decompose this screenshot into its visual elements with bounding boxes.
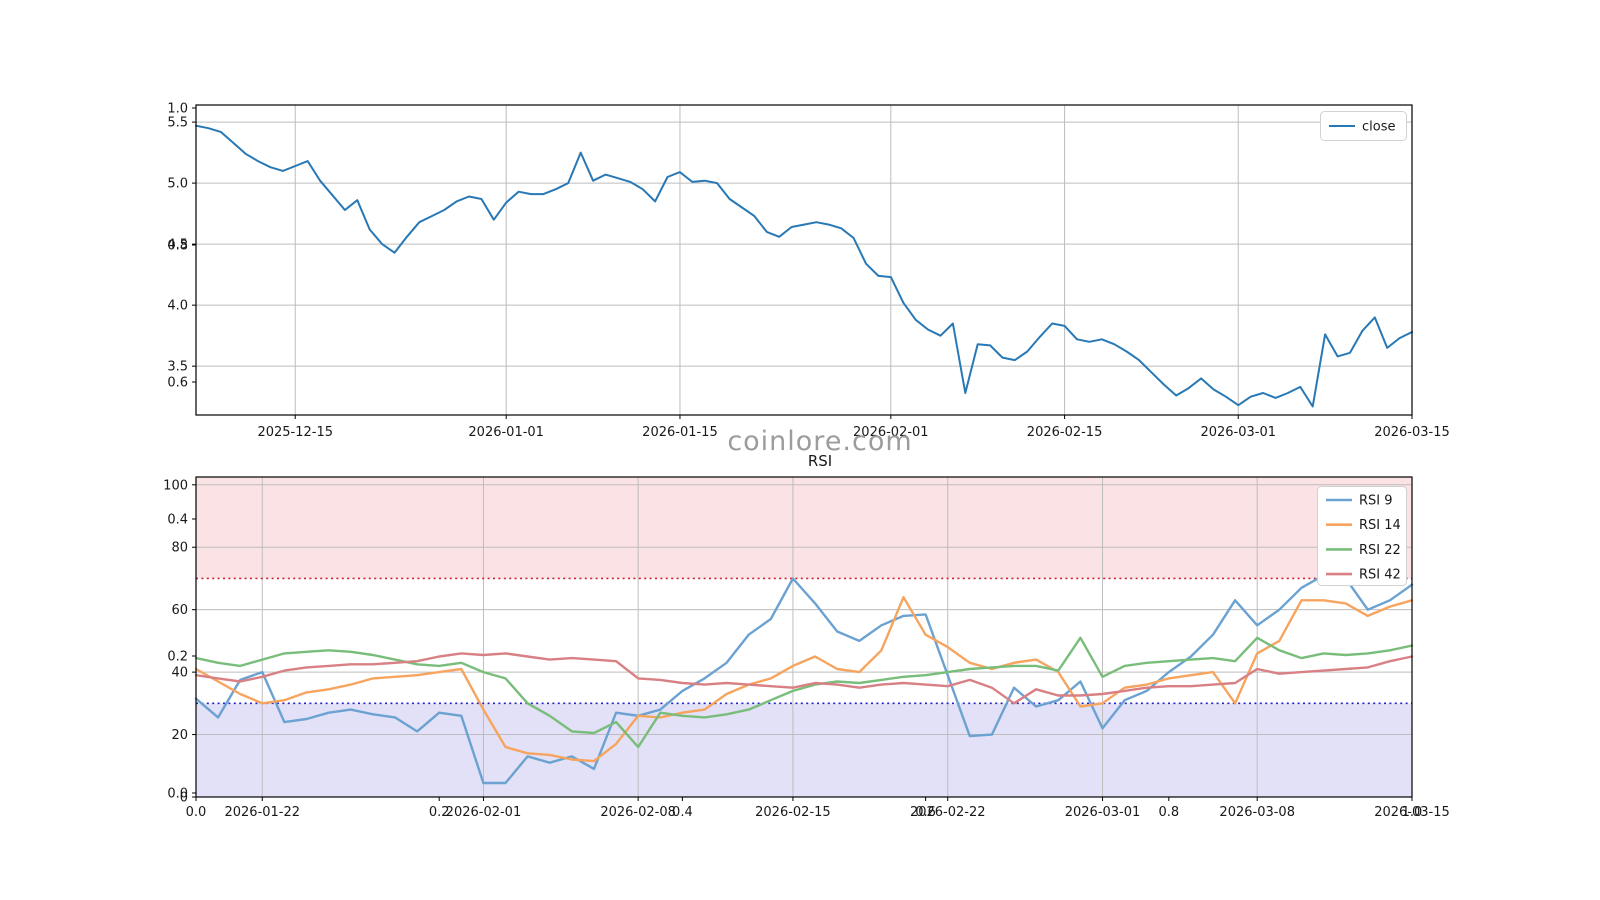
y-tick-label: 5.0 xyxy=(167,177,188,192)
x-tick-label: 2026-02-22 xyxy=(910,805,986,820)
x-tick-label: 2026-02-01 xyxy=(853,425,929,440)
x-tick-label: 2026-03-15 xyxy=(1374,805,1450,820)
series-line-rsi-9 xyxy=(194,574,1414,785)
y-tick-label: 3.5 xyxy=(167,360,188,375)
legend-label: RSI 42 xyxy=(1359,568,1401,583)
rsi-chart-title: RSI xyxy=(807,452,833,470)
x-tick-label: 2026-03-01 xyxy=(1200,425,1276,440)
overbought-band xyxy=(196,477,1412,579)
x-tick-label: 2026-03-08 xyxy=(1219,805,1295,820)
overlay-x-tick-label: 0.6 xyxy=(915,805,936,820)
overlay-x-tick-label: 0.0 xyxy=(186,805,207,820)
y-tick-label: 20 xyxy=(171,728,188,743)
legend-label: RSI 14 xyxy=(1359,518,1401,533)
x-tick-label: 2026-03-15 xyxy=(1374,425,1450,440)
x-tick-label: 2026-02-01 xyxy=(446,805,522,820)
overlay-y-tick-label: 0.8 xyxy=(167,239,188,254)
axes-spine xyxy=(195,476,1413,798)
y-tick-label: 60 xyxy=(171,603,188,618)
overlay-y-tick-label: 0.4 xyxy=(167,513,188,528)
watermark: coinlore.com xyxy=(727,426,913,457)
overlay-x-tick-label: 0.4 xyxy=(672,805,693,820)
x-tick-label: 2025-12-15 xyxy=(257,425,333,440)
legend-label: RSI 22 xyxy=(1359,543,1401,558)
y-tick-label: 100 xyxy=(163,478,188,493)
legend-label: RSI 9 xyxy=(1359,494,1393,509)
overlay-x-tick-label: 0.8 xyxy=(1158,805,1179,820)
overlay-y-tick-label: 1.0 xyxy=(167,102,188,117)
y-tick-label: 80 xyxy=(171,541,188,556)
overlay-y-tick-label: 0.2 xyxy=(167,650,188,665)
series-line-rsi-42 xyxy=(194,652,1414,705)
series-line-rsi-22 xyxy=(194,636,1414,749)
legend-label: close xyxy=(1362,120,1395,135)
y-tick-label: 5.5 xyxy=(167,116,188,131)
oversold-band xyxy=(196,703,1412,797)
x-tick-label: 2026-01-22 xyxy=(224,805,300,820)
x-tick-label: 2026-02-15 xyxy=(1027,425,1103,440)
x-tick-label: 2026-03-01 xyxy=(1065,805,1141,820)
y-tick-label: 40 xyxy=(171,666,188,681)
overlay-y-tick-label: 0.0 xyxy=(167,787,188,802)
overlay-x-tick-label: 1.0 xyxy=(1402,805,1423,820)
legend-box xyxy=(1320,111,1407,141)
y-tick-label: 0 xyxy=(180,791,188,806)
overlay-x-tick-label: 0.2 xyxy=(429,805,450,820)
axes-spine xyxy=(195,104,1413,416)
y-tick-label: 4.5 xyxy=(167,238,188,253)
x-tick-label: 2026-02-08 xyxy=(600,805,676,820)
y-tick-label: 4.0 xyxy=(167,299,188,314)
legend-box xyxy=(1317,486,1407,586)
x-tick-label: 2026-01-01 xyxy=(468,425,544,440)
x-tick-label: 2026-01-15 xyxy=(642,425,718,440)
x-tick-label: 2026-02-15 xyxy=(755,805,831,820)
series-line-close xyxy=(195,124,1413,408)
overlay-y-tick-label: 0.6 xyxy=(167,376,188,391)
series-line-rsi-14 xyxy=(194,596,1414,763)
